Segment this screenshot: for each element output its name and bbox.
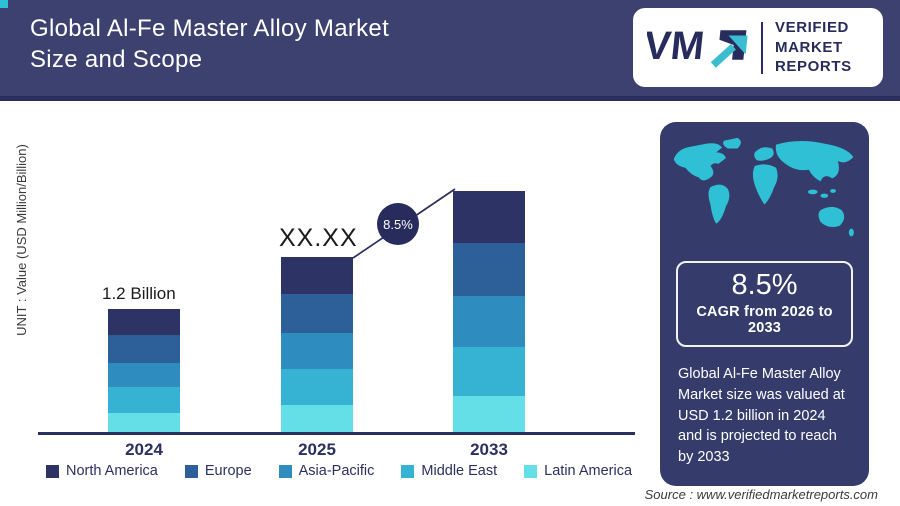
bar-segment-asia-pacific-2024: [108, 363, 180, 387]
summary-sidebar: 8.5% CAGR from 2026 to 2033 Global Al-Fe…: [660, 122, 869, 486]
header-accent-bar: [0, 96, 900, 101]
legend-label-latin-america: Latin America: [544, 463, 633, 479]
bar-segment-europe-2033: [453, 243, 525, 296]
stacked-bar-chart: UNIT : Value (USD Million/Billion) 2024 2…: [0, 101, 650, 506]
bar-segment-north-america-2033: [453, 191, 525, 243]
legend-label-middle-east: Middle East: [421, 463, 498, 479]
x-axis-tick-2024: 2024: [125, 440, 163, 459]
legend-swatch-middle-east: [401, 464, 415, 478]
y-axis-label: UNIT : Value (USD Million/Billion): [14, 144, 29, 336]
stacked-bar-2024: [108, 309, 180, 433]
bar-segment-europe-2025: [281, 294, 353, 333]
page-title-line2: Size and Scope: [30, 46, 203, 73]
logo-word-reports: REPORTS: [775, 58, 852, 76]
bar-segment-asia-pacific-2033: [453, 296, 525, 347]
cagr-callout-box: 8.5% CAGR from 2026 to 2033: [676, 261, 853, 348]
bar-segment-middle-east-2025: [281, 369, 353, 405]
bar-segment-north-america-2025: [281, 257, 353, 294]
legend-label-europe: Europe: [204, 463, 252, 479]
header-banner: Global Al-Fe Master Alloy Market Size an…: [0, 0, 900, 96]
bar-segment-middle-east-2024: [108, 387, 180, 413]
logo-wordmark: VERIFIED MARKET REPORTS: [775, 18, 852, 77]
vmr-logo: VM VERIFIED MARKET REPORTS: [633, 8, 883, 87]
bar-segment-europe-2024: [108, 335, 180, 363]
bar-value-label-2024: 1.2 Billion: [102, 284, 176, 303]
legend-item-asia-pacific: Asia-Pacific: [278, 463, 375, 479]
svg-text:VM: VM: [647, 24, 706, 68]
legend-label-north-america: North America: [66, 463, 158, 479]
source-attribution: Source : www.verifiedmarketreports.com: [644, 487, 878, 502]
bar-segment-latin-america-2033: [453, 396, 525, 433]
page-title: Global Al-Fe Master Alloy Market Size an…: [30, 13, 389, 75]
legend-swatch-north-america: [46, 464, 59, 478]
logo-word-verified: VERIFIED: [775, 19, 849, 37]
logo-word-market: MARKET: [775, 38, 843, 56]
cagr-growth-badge: 8.5%: [377, 203, 419, 245]
x-axis-line: [38, 432, 635, 435]
bar-segment-latin-america-2025: [281, 405, 353, 433]
legend-swatch-asia-pacific: [278, 464, 292, 478]
x-axis-tick-2033: 2033: [470, 440, 508, 459]
legend-item-north-america: North America: [46, 463, 158, 479]
legend-swatch-latin-america: [524, 464, 538, 478]
bar-segment-latin-america-2024: [108, 413, 180, 433]
page-title-line1: Global Al-Fe Master Alloy Market: [30, 15, 390, 42]
legend-swatch-europe: [184, 464, 198, 478]
chart-legend: North America Europe Asia-Pacific Middle Ea…: [46, 463, 632, 479]
legend-label-asia-pacific: Asia-Pacific: [298, 463, 375, 479]
legend-item-middle-east: Middle East: [401, 463, 497, 479]
legend-item-europe: Europe: [184, 463, 252, 479]
bar-segment-north-america-2024: [108, 309, 180, 335]
cagr-value: 8.5%: [731, 269, 798, 301]
corner-accent: [0, 0, 8, 8]
market-summary-text: Global Al-Fe Master Alloy Market size wa…: [678, 366, 845, 465]
bar-segment-middle-east-2033: [453, 347, 525, 396]
stacked-bar-2033: [453, 191, 525, 433]
x-axis-tick-2025: 2025: [298, 440, 336, 459]
logo-divider: [761, 21, 763, 74]
bar-segment-asia-pacific-2025: [281, 333, 353, 369]
stacked-bar-2025: [281, 257, 353, 433]
cagr-caption: CAGR from 2026 to 2033: [696, 304, 833, 337]
world-map-icon: [668, 134, 861, 251]
legend-item-latin-america: Latin America: [524, 463, 632, 479]
vmr-logo-icon: VM: [642, 19, 751, 76]
bar-value-label-2025: XX.XX: [279, 224, 358, 252]
